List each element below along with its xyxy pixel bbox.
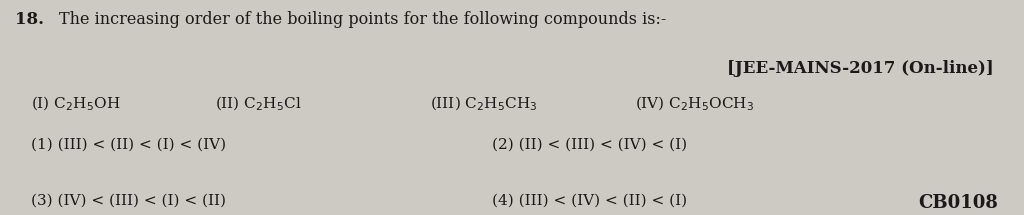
Text: (3) (IV) < (III) < (I) < (II): (3) (IV) < (III) < (I) < (II) — [31, 194, 225, 207]
Text: (2) (II) < (III) < (IV) < (I): (2) (II) < (III) < (IV) < (I) — [492, 138, 687, 152]
Text: CB0108: CB0108 — [919, 194, 998, 212]
Text: (II) C$_2$H$_5$Cl: (II) C$_2$H$_5$Cl — [215, 95, 302, 113]
Text: (III) C$_2$H$_5$CH$_3$: (III) C$_2$H$_5$CH$_3$ — [430, 95, 538, 113]
Text: (IV) C$_2$H$_5$OCH$_3$: (IV) C$_2$H$_5$OCH$_3$ — [635, 95, 754, 113]
Text: The increasing order of the boiling points for the following compounds is:-: The increasing order of the boiling poin… — [59, 11, 667, 28]
Text: (1) (III) < (II) < (I) < (IV): (1) (III) < (II) < (I) < (IV) — [31, 138, 226, 152]
Text: [JEE-MAINS-2017 (On-line)]: [JEE-MAINS-2017 (On-line)] — [727, 60, 993, 77]
Text: (4) (III) < (IV) < (II) < (I): (4) (III) < (IV) < (II) < (I) — [492, 194, 687, 207]
Text: 18.: 18. — [15, 11, 44, 28]
Text: (I) C$_2$H$_5$OH: (I) C$_2$H$_5$OH — [31, 95, 120, 113]
